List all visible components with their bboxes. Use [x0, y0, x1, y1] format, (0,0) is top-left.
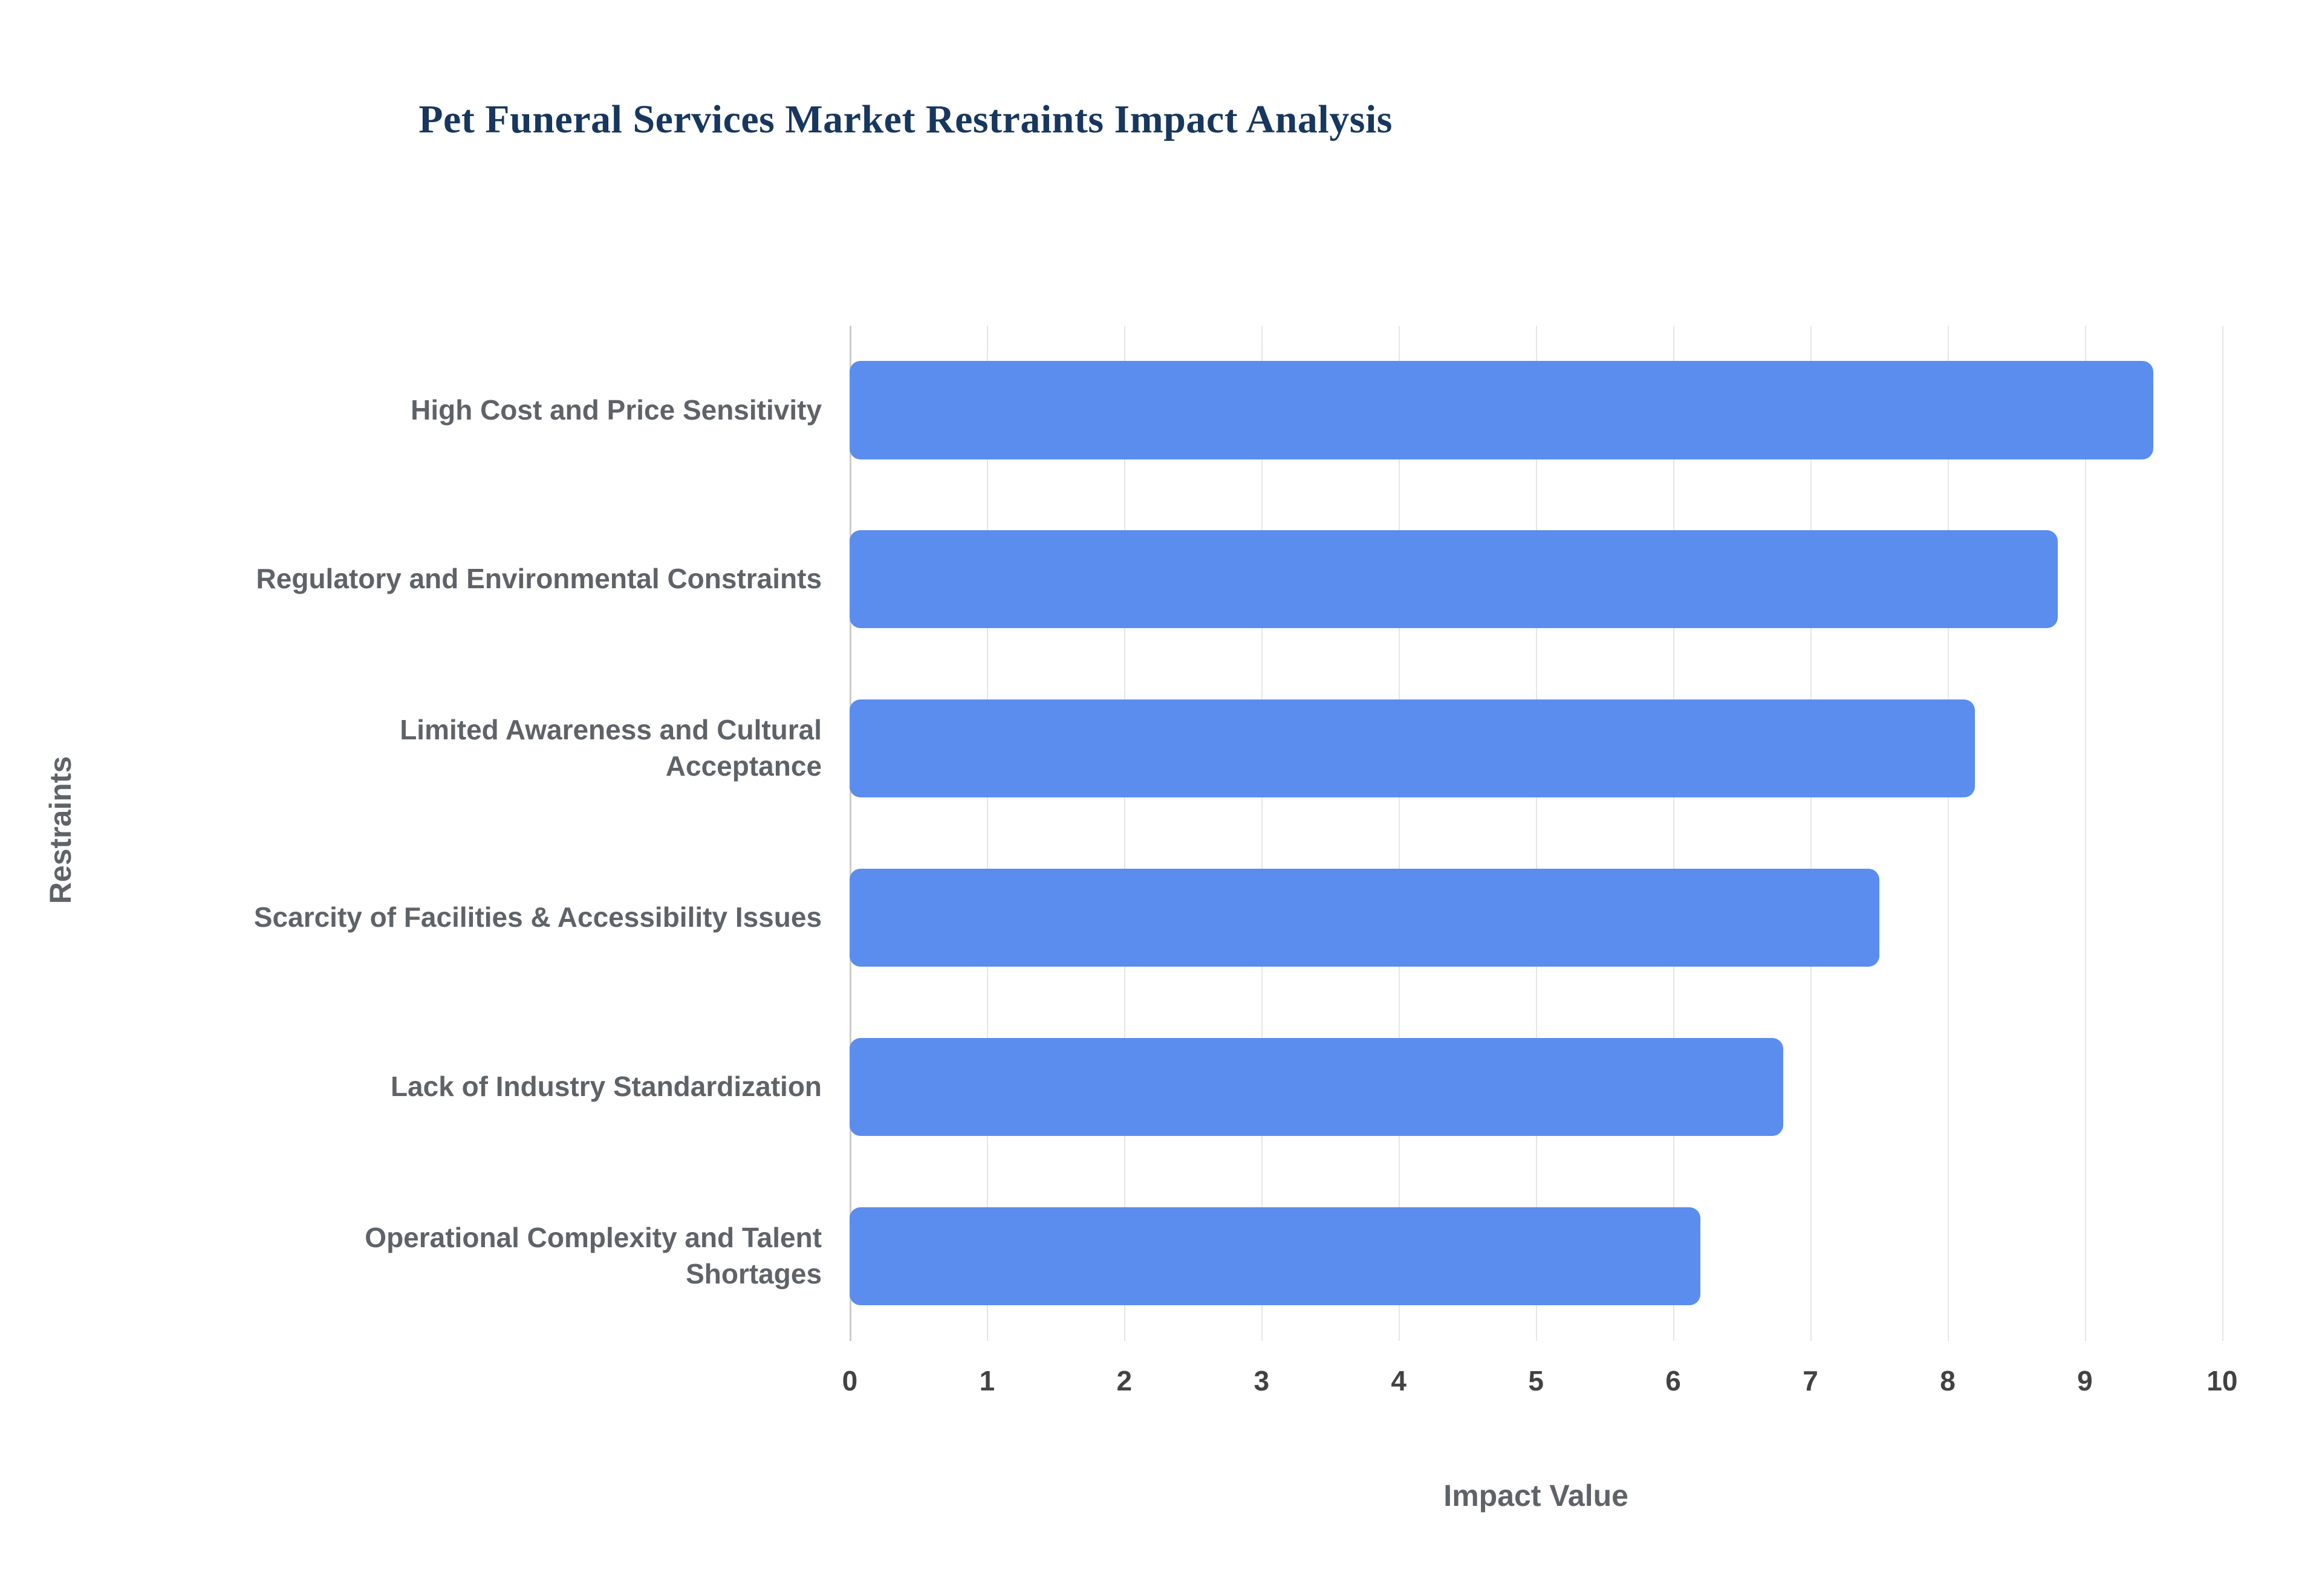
gridline	[2084, 325, 2086, 1341]
gridline	[1673, 325, 1675, 1341]
gridline	[850, 325, 852, 1341]
category-label: Regulatory and Environmental Constraints	[256, 563, 822, 595]
x-tick-label: 8	[1940, 1365, 1956, 1397]
x-tick-label: 5	[1528, 1365, 1544, 1397]
gridline	[1947, 325, 1949, 1341]
x-tick-label: 4	[1391, 1365, 1407, 1397]
category-label: Limited Awareness and Cultural Acceptanc…	[400, 714, 822, 782]
x-tick-label: 6	[1665, 1365, 1681, 1397]
category-label: High Cost and Price Sensitivity	[411, 394, 822, 426]
category-axis-labels: High Cost and Price Sensitivity Regulator…	[0, 326, 827, 1341]
chart-title: Pet Funeral Services Market Restraints I…	[418, 97, 1393, 141]
gridline	[1536, 325, 1538, 1341]
gridline	[987, 325, 989, 1341]
x-tick-label: 0	[842, 1365, 858, 1397]
x-tick-label: 2	[1116, 1365, 1133, 1397]
x-tick-label: 3	[1254, 1365, 1270, 1397]
category-label: Operational Complexity and Talent Shorta…	[365, 1221, 822, 1289]
category-label: Scarcity of Facilities & Accessibility I…	[253, 901, 822, 933]
bar	[850, 1037, 1783, 1136]
x-axis-title: Impact Value	[1443, 1478, 1628, 1513]
gridline	[1261, 325, 1263, 1341]
gridline	[1399, 325, 1400, 1341]
x-tick-label: 10	[2207, 1365, 2238, 1397]
x-tick-label: 1	[979, 1365, 995, 1397]
x-axis-ticks: 0 1 2 3 4 5 6 7 8 9 10	[842, 1364, 2238, 1401]
gridline	[2222, 325, 2223, 1341]
bar	[850, 530, 2058, 629]
bar	[850, 361, 2154, 459]
x-tick-label: 7	[1803, 1365, 1818, 1397]
plot-area	[850, 325, 2223, 1341]
bar	[850, 1207, 1701, 1305]
gridline	[1124, 325, 1126, 1341]
category-label: Lack of Industry Standardization	[390, 1070, 822, 1102]
x-tick-label: 9	[2077, 1365, 2093, 1397]
gridline	[1810, 325, 1812, 1341]
bar	[850, 699, 1976, 798]
bar	[850, 868, 1879, 967]
